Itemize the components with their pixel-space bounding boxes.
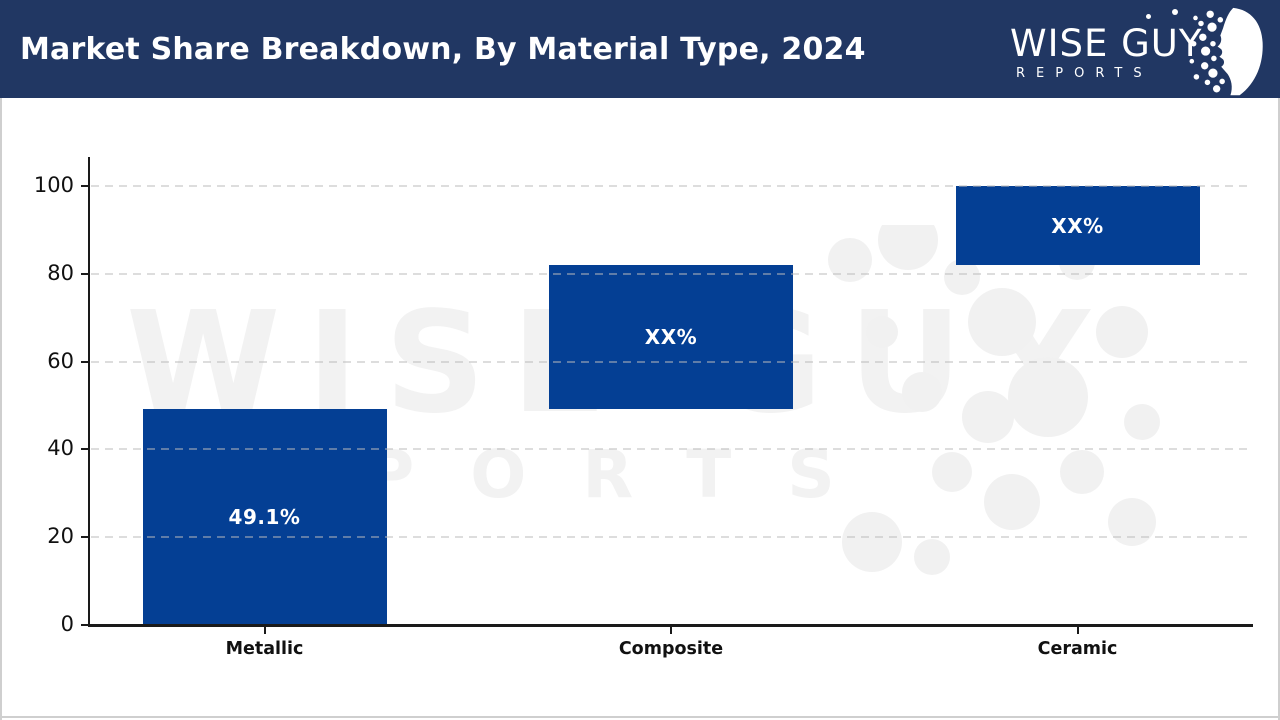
x-axis-line <box>88 624 1253 627</box>
left-border <box>0 98 2 720</box>
logo-dot-icon <box>1146 14 1151 19</box>
logo-dot-icon <box>1172 9 1178 15</box>
bar-metallic: 49.1% <box>142 409 387 625</box>
bar-value-label: 49.1% <box>228 505 301 530</box>
y-tick-label: 60 <box>47 348 74 373</box>
y-axis-line <box>88 157 90 627</box>
y-tick-label: 100 <box>33 173 74 197</box>
bar-ceramic: XX% <box>955 186 1200 266</box>
y-tick <box>81 185 88 187</box>
gridline <box>91 448 1253 451</box>
y-tick <box>81 272 88 275</box>
y-tick-label: 40 <box>47 436 74 461</box>
head-profile-icon <box>1189 7 1263 96</box>
bottom-border <box>0 716 1280 718</box>
y-tick-label: 0 <box>60 612 74 636</box>
page-title: Market Share Breakdown, By Material Type… <box>20 31 866 67</box>
bar-value-label: XX% <box>1051 213 1104 238</box>
logo-text: WISE GUY <box>1010 22 1203 65</box>
right-border <box>1278 98 1280 720</box>
gridline <box>91 185 1253 187</box>
gridline <box>91 272 1253 275</box>
x-tick-label: Composite <box>618 639 724 659</box>
x-tick <box>263 626 266 634</box>
y-tick <box>81 624 88 626</box>
bar-composite: XX% <box>549 265 793 410</box>
watermark-head-dots <box>828 225 1160 575</box>
y-tick <box>81 536 88 539</box>
x-tick-label: Ceramic <box>1037 639 1118 659</box>
y-tick <box>81 360 88 363</box>
gridline <box>91 360 1253 363</box>
y-tick <box>81 448 88 451</box>
y-tick-label: 20 <box>47 524 74 549</box>
x-tick <box>670 626 672 634</box>
bar-value-label: XX% <box>644 325 698 350</box>
x-tick-label: Metallic <box>225 639 304 659</box>
wiseguy-logo: WISE GUY REPORTS <box>1010 6 1266 96</box>
gridline <box>91 536 1253 539</box>
logo-subtext: REPORTS <box>1016 66 1153 81</box>
x-tick <box>1076 626 1079 634</box>
header-bar: Market Share Breakdown, By Material Type… <box>0 0 1280 98</box>
y-tick-label: 80 <box>47 260 74 285</box>
